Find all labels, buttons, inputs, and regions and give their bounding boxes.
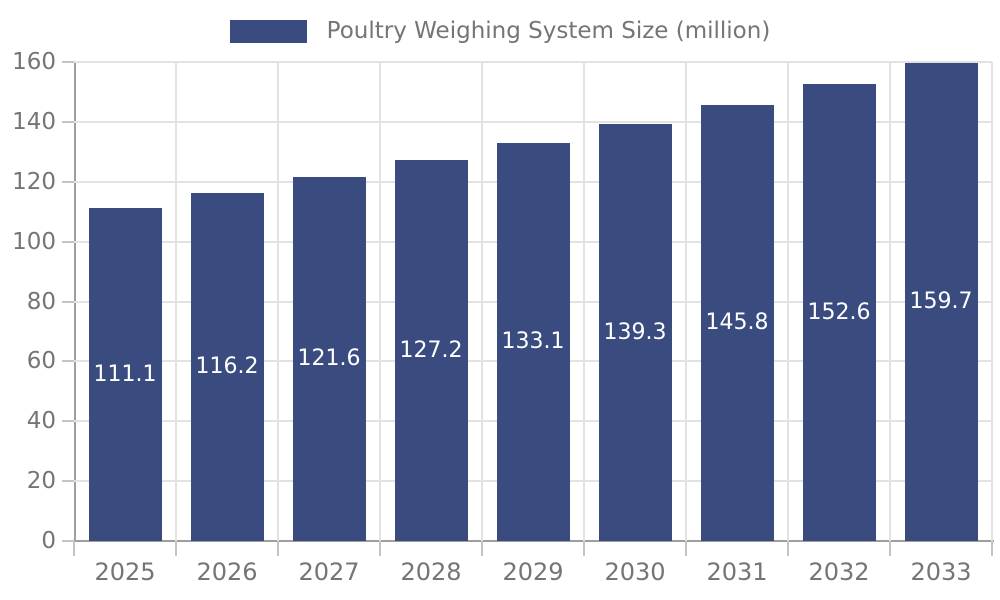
gridline-vertical: [991, 62, 993, 541]
x-tick-label: 2032: [808, 558, 870, 586]
bar[interactable]: 139.3: [598, 124, 672, 541]
x-tick-mark: [583, 541, 585, 556]
legend[interactable]: Poultry Weighing System Size (million): [0, 18, 1000, 46]
x-tick-label: 2028: [400, 558, 462, 586]
y-tick-mark: [62, 420, 74, 423]
y-tick-label: 80: [26, 288, 56, 315]
y-tick-mark: [62, 360, 74, 363]
x-tick-mark: [175, 541, 177, 556]
y-tick-label: 20: [26, 468, 56, 495]
bar-value-label: 152.6: [807, 299, 871, 325]
x-tick-mark: [481, 541, 483, 556]
bar[interactable]: 152.6: [802, 84, 876, 541]
bar-value-label: 139.3: [603, 319, 667, 345]
gridline-horizontal: [74, 120, 992, 123]
x-tick-mark: [73, 541, 75, 556]
x-tick-mark: [685, 541, 687, 556]
y-tick-mark: [62, 61, 74, 63]
x-tick-label: 2029: [502, 558, 564, 586]
y-tick-label: 160: [12, 49, 56, 75]
bar-value-label: 159.7: [909, 289, 973, 314]
y-tick-label: 60: [26, 348, 56, 375]
x-tick-mark: [787, 541, 789, 556]
gridline-vertical: [583, 62, 585, 541]
gridline-vertical: [787, 62, 789, 541]
bar[interactable]: 111.1: [88, 208, 162, 541]
gridline-vertical: [175, 62, 177, 541]
x-axis-line: [74, 540, 994, 542]
x-tick-mark: [379, 541, 381, 556]
y-tick-mark: [62, 300, 74, 303]
x-tick-label: 2026: [196, 558, 258, 586]
bar[interactable]: 116.2: [190, 193, 264, 541]
y-tick-label: 100: [12, 228, 56, 255]
bar-value-label: 133.1: [501, 329, 565, 354]
gridline-vertical: [481, 62, 483, 541]
x-tick-label: 2030: [604, 558, 666, 586]
y-tick-label: 120: [12, 168, 56, 195]
bar-value-label: 127.2: [399, 337, 463, 363]
y-tick-mark: [62, 180, 74, 183]
y-tick-label: 40: [26, 408, 56, 435]
y-tick-mark: [62, 540, 74, 542]
x-tick-label: 2025: [94, 558, 156, 586]
y-tick-label: 140: [12, 108, 56, 135]
gridline-vertical: [685, 62, 687, 541]
gridline-vertical: [277, 62, 279, 541]
y-tick-mark: [62, 120, 74, 123]
bar-value-label: 116.2: [195, 354, 259, 379]
x-tick-label: 2027: [298, 558, 360, 586]
y-tick-mark: [62, 480, 74, 483]
bar[interactable]: 121.6: [292, 177, 366, 541]
bar[interactable]: 133.1: [496, 143, 570, 541]
gridline-vertical: [889, 62, 891, 541]
gridline-vertical: [379, 62, 381, 541]
x-tick-mark: [277, 541, 279, 556]
x-tick-label: 2033: [910, 558, 972, 586]
bar-value-label: 145.8: [705, 310, 769, 335]
y-tick-mark: [62, 240, 74, 243]
legend-swatch-icon: [229, 20, 307, 44]
bar[interactable]: 159.7: [904, 63, 978, 541]
x-tick-mark: [889, 541, 891, 556]
plot-area: 111.1 116.2 121.6 127.2 133.1 139.3 145.8 152.6…: [74, 61, 993, 541]
x-tick-mark: [991, 541, 993, 556]
gridline-horizontal: [74, 61, 992, 63]
y-tick-label: 0: [41, 528, 56, 554]
x-tick-label: 2031: [706, 558, 768, 586]
bar[interactable]: 127.2: [394, 160, 468, 541]
bar-value-label: 121.6: [297, 346, 361, 371]
legend-label: Poultry Weighing System Size (million): [326, 18, 771, 44]
bar[interactable]: 145.8: [700, 105, 774, 541]
bar-value-label: 111.1: [93, 361, 157, 387]
